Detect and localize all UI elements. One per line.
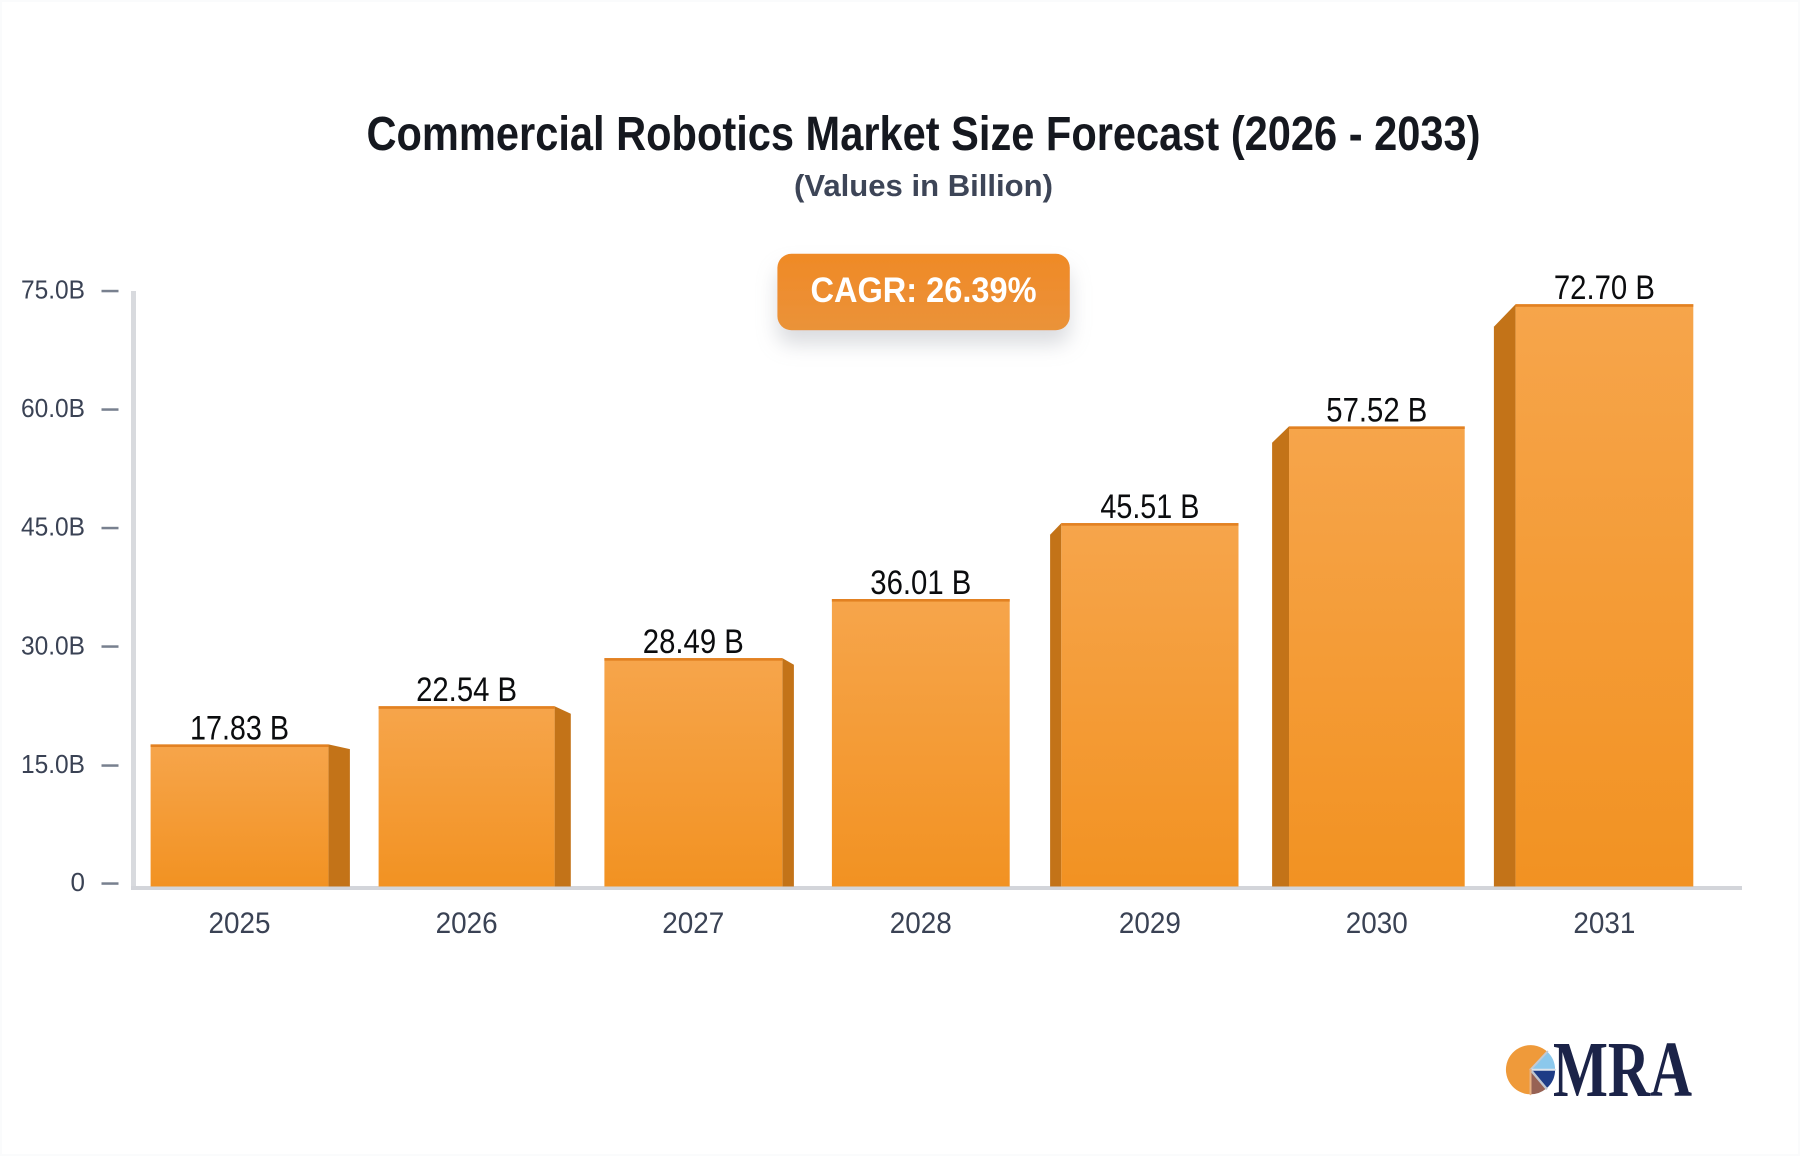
svg-text:2027: 2027 xyxy=(662,907,724,940)
svg-text:2028: 2028 xyxy=(890,907,952,940)
svg-text:0: 0 xyxy=(71,867,85,897)
svg-text:28.49 B: 28.49 B xyxy=(643,623,744,661)
svg-text:30.0B: 30.0B xyxy=(21,631,85,661)
svg-text:75.0B: 75.0B xyxy=(21,275,85,305)
svg-text:22.54 B: 22.54 B xyxy=(416,671,517,709)
svg-text:72.70 B: 72.70 B xyxy=(1554,269,1655,307)
svg-text:17.83 B: 17.83 B xyxy=(190,709,289,747)
svg-text:45.51 B: 45.51 B xyxy=(1100,488,1199,526)
svg-text:45.0B: 45.0B xyxy=(21,512,85,542)
svg-text:Commercial Robotics Market Siz: Commercial Robotics Market Size Forecast… xyxy=(367,108,1481,161)
svg-text:2031: 2031 xyxy=(1573,907,1635,940)
svg-text:57.52 B: 57.52 B xyxy=(1326,391,1427,429)
svg-text:36.01 B: 36.01 B xyxy=(870,564,971,602)
svg-text:15.0B: 15.0B xyxy=(21,749,85,779)
svg-text:CAGR: 26.39%: CAGR: 26.39% xyxy=(811,271,1037,310)
svg-text:2025: 2025 xyxy=(209,907,271,940)
svg-text:2030: 2030 xyxy=(1346,907,1408,940)
svg-text:60.0B: 60.0B xyxy=(21,393,85,423)
svg-text:MRA: MRA xyxy=(1553,1027,1692,1114)
svg-text:2029: 2029 xyxy=(1119,907,1181,940)
svg-text:(Values in Billion): (Values in Billion) xyxy=(794,168,1053,203)
svg-text:2026: 2026 xyxy=(436,907,498,940)
